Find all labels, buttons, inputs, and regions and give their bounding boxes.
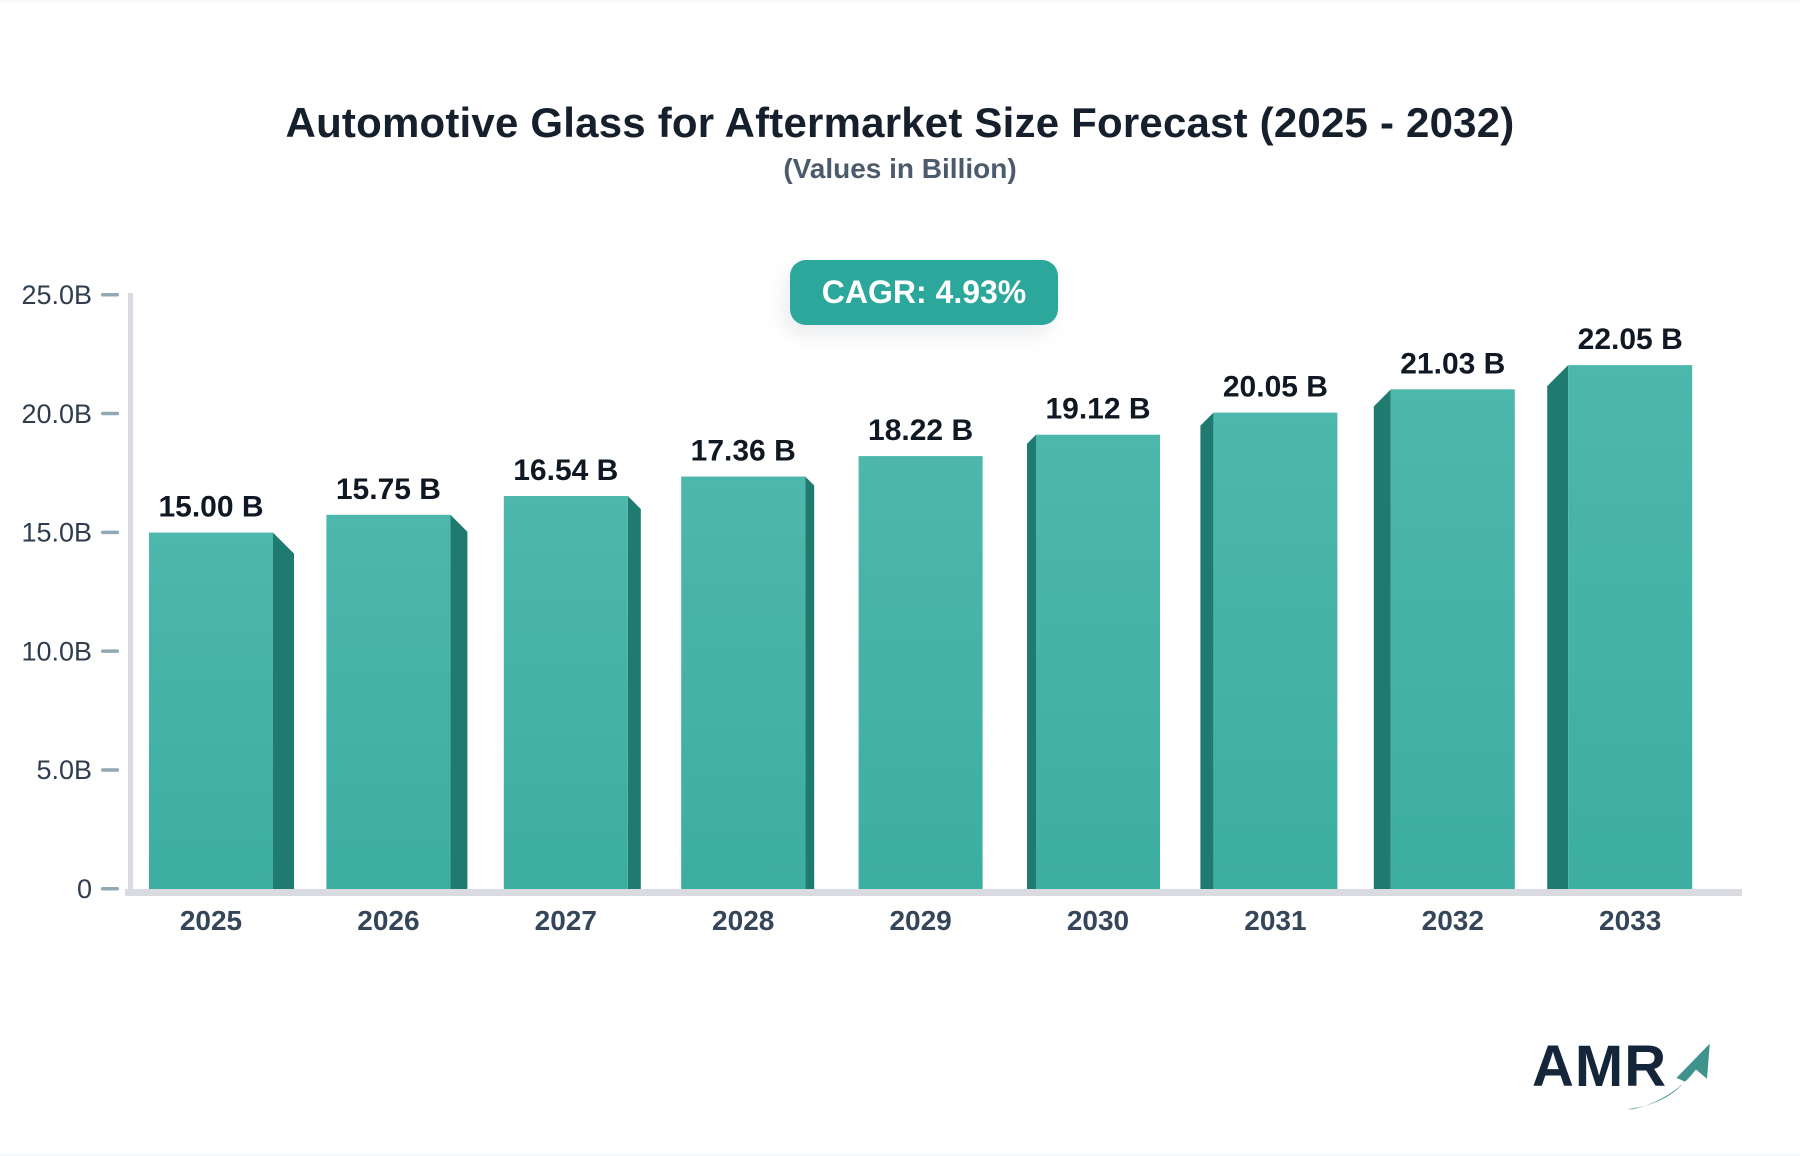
bar-side-face <box>1027 434 1036 889</box>
bar-face <box>1036 434 1160 889</box>
bar-2030: 19.12 B 2030 <box>1027 393 1160 936</box>
x-tick-label: 2030 <box>1067 905 1129 936</box>
chart-title: Automotive Glass for Aftermarket Size Fo… <box>285 99 1515 146</box>
x-tick-label: 2026 <box>357 905 419 936</box>
bar-side-face <box>627 496 641 889</box>
bar-face <box>149 532 273 889</box>
y-tick-mark <box>101 530 119 535</box>
bar-value-label: 19.12 B <box>1045 393 1150 426</box>
y-tick-label: 25.0B <box>21 280 92 310</box>
y-axis-line <box>128 293 133 891</box>
bar-2027: 16.54 B 2027 <box>503 454 641 936</box>
y-tick-label: 15.0B <box>21 518 92 548</box>
bar-side-face <box>1547 365 1569 889</box>
bar-face <box>326 514 451 889</box>
bar-value-label: 16.54 B <box>513 454 618 487</box>
amr-logo: AMR <box>1528 1035 1718 1115</box>
y-tick-label: 0 <box>77 874 92 904</box>
bar-2026: 15.75 B 2026 <box>326 473 468 936</box>
bar-value-label: 21.03 B <box>1400 347 1505 380</box>
bar-value-label: 15.00 B <box>158 491 263 524</box>
bar-side-face <box>1373 389 1391 889</box>
bar-side-face <box>805 476 815 889</box>
x-tick-label: 2032 <box>1422 905 1484 936</box>
y-tick-mark <box>101 411 119 416</box>
cagr-badge: CAGR: 4.93% <box>790 260 1058 325</box>
bar-face <box>1390 389 1515 889</box>
cagr-badge-label: CAGR: 4.93% <box>821 274 1027 310</box>
bar-face <box>1568 365 1693 889</box>
bar-2033: 22.05 B 2033 <box>1547 323 1693 936</box>
y-tick-label: 20.0B <box>21 399 92 429</box>
bar-chart: 25.0B 20.0B 15.0B 10.0B 5.0B 0 15.00 B 2025 15.7… <box>21 280 1742 936</box>
amr-logo-text: AMR <box>1532 1034 1668 1099</box>
bar-face <box>681 476 806 889</box>
x-tick-label: 2033 <box>1599 905 1661 936</box>
bar-2028: 17.36 B 2028 <box>681 435 815 936</box>
bar-value-label: 22.05 B <box>1578 323 1683 356</box>
bar-2031: 20.05 B 2031 <box>1200 371 1338 936</box>
x-tick-label: 2028 <box>712 905 774 936</box>
x-tick-label: 2029 <box>889 905 951 936</box>
y-tick-label: 10.0B <box>21 636 92 666</box>
x-tick-label: 2031 <box>1244 905 1306 936</box>
growth-arrow-icon <box>1626 1043 1710 1110</box>
x-tick-label: 2027 <box>535 905 597 936</box>
bar-side-face <box>1200 412 1214 889</box>
x-axis-line <box>125 889 1742 896</box>
chart-subtitle: (Values in Billion) <box>783 153 1017 184</box>
x-tick-label: 2025 <box>180 905 242 936</box>
bar-2032: 21.03 B 2032 <box>1373 347 1515 936</box>
bar-side-face <box>450 514 468 889</box>
bar-2025: 15.00 B 2025 <box>149 491 294 936</box>
bar-value-label: 17.36 B <box>691 435 796 468</box>
bar-face <box>858 456 983 889</box>
y-tick-mark <box>101 649 119 653</box>
y-tick-mark <box>101 293 119 297</box>
bar-value-label: 18.22 B <box>868 414 973 447</box>
bar-face <box>503 496 628 889</box>
bar-face <box>1213 412 1338 889</box>
y-tick-mark <box>101 768 119 772</box>
y-tick-mark <box>101 887 119 891</box>
bar-2029: 18.22 B 2029 <box>858 414 983 936</box>
bar-value-label: 15.75 B <box>336 473 441 506</box>
y-tick-label: 5.0B <box>36 755 92 785</box>
bar-side-face <box>273 532 294 889</box>
bar-value-label: 20.05 B <box>1223 371 1328 404</box>
